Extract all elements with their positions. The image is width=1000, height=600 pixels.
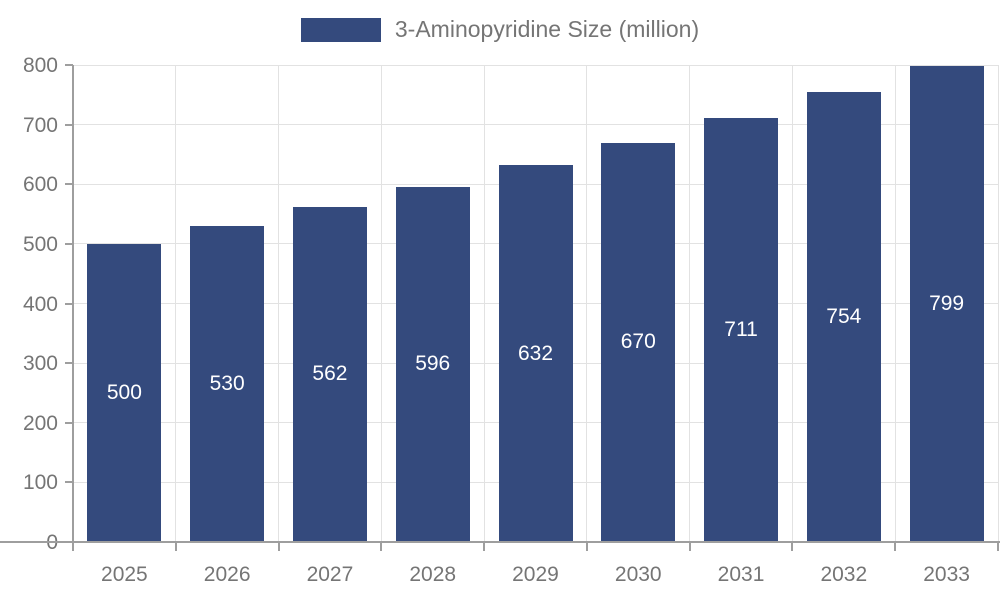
bar xyxy=(190,225,265,541)
x-axis-tick-label: 2033 xyxy=(923,563,970,586)
bar-value-label: 500 xyxy=(106,380,142,404)
bar-value-label: 596 xyxy=(415,352,451,376)
x-axis-tick-label: 2027 xyxy=(306,563,354,586)
bar xyxy=(806,92,881,541)
x-axis-tick-label: 2032 xyxy=(820,563,868,586)
y-axis-tick-label: 800 xyxy=(22,54,58,77)
x-gridline xyxy=(997,65,999,542)
x-tick xyxy=(174,542,177,551)
x-tick xyxy=(483,542,486,551)
y-axis-tick-label: 500 xyxy=(22,232,58,256)
x-gridline xyxy=(380,65,382,542)
x-axis-tick-label: 2030 xyxy=(614,563,662,586)
x-axis-line xyxy=(0,541,1000,543)
x-tick xyxy=(277,542,280,551)
legend-swatch xyxy=(300,17,381,42)
y-tick xyxy=(65,362,73,365)
x-gridline xyxy=(894,65,896,542)
x-gridline xyxy=(791,65,793,542)
x-gridline xyxy=(483,65,485,542)
x-tick xyxy=(997,542,999,551)
bar xyxy=(601,142,676,541)
x-tick xyxy=(688,542,691,551)
x-axis-tick-label: 2031 xyxy=(717,563,765,586)
x-gridline xyxy=(689,65,691,542)
y-tick xyxy=(65,481,73,484)
bar-value-label: 632 xyxy=(517,341,554,365)
x-gridline xyxy=(278,65,280,542)
y-tick xyxy=(65,64,73,66)
y-axis-line xyxy=(72,65,74,544)
bar-value-label: 562 xyxy=(312,362,348,386)
bar xyxy=(498,165,573,541)
bar-value-label: 711 xyxy=(724,318,758,342)
x-tick xyxy=(791,542,794,551)
bar-value-label: 799 xyxy=(929,291,965,315)
legend: 3-Aminopyridine Size (million) xyxy=(0,16,1000,43)
x-axis-tick-label: 2029 xyxy=(512,563,559,586)
bar xyxy=(395,186,470,541)
y-gridline xyxy=(73,124,998,126)
bar xyxy=(909,65,984,541)
y-tick xyxy=(65,302,73,305)
bar-value-label: 530 xyxy=(209,371,245,395)
x-axis-tick-label: 2028 xyxy=(409,563,457,586)
x-tick xyxy=(585,542,588,551)
y-tick xyxy=(65,183,73,186)
y-tick xyxy=(65,123,73,126)
x-axis-tick-label: 2026 xyxy=(203,563,251,586)
x-tick xyxy=(380,542,383,551)
y-axis-tick-label: 100 xyxy=(22,471,58,495)
x-tick xyxy=(894,542,897,551)
bar xyxy=(87,243,162,541)
bar xyxy=(292,206,367,541)
bar xyxy=(704,118,779,541)
legend-label: 3-Aminopyridine Size (million) xyxy=(394,16,700,42)
y-axis-tick-label: 600 xyxy=(22,173,58,197)
x-gridline xyxy=(586,65,588,542)
y-tick xyxy=(65,242,73,245)
y-axis-tick-label: 200 xyxy=(22,411,58,435)
y-axis-tick-label: 300 xyxy=(22,352,58,376)
y-axis-tick-label: 700 xyxy=(22,113,58,137)
x-gridline xyxy=(175,65,177,542)
y-gridline xyxy=(73,64,998,66)
bar-value-label: 670 xyxy=(620,330,656,354)
bar-value-label: 754 xyxy=(826,305,862,329)
y-axis-tick-label: 400 xyxy=(22,292,58,316)
x-axis-tick-label: 2025 xyxy=(101,563,148,586)
y-tick xyxy=(65,421,73,424)
x-tick xyxy=(72,542,74,551)
